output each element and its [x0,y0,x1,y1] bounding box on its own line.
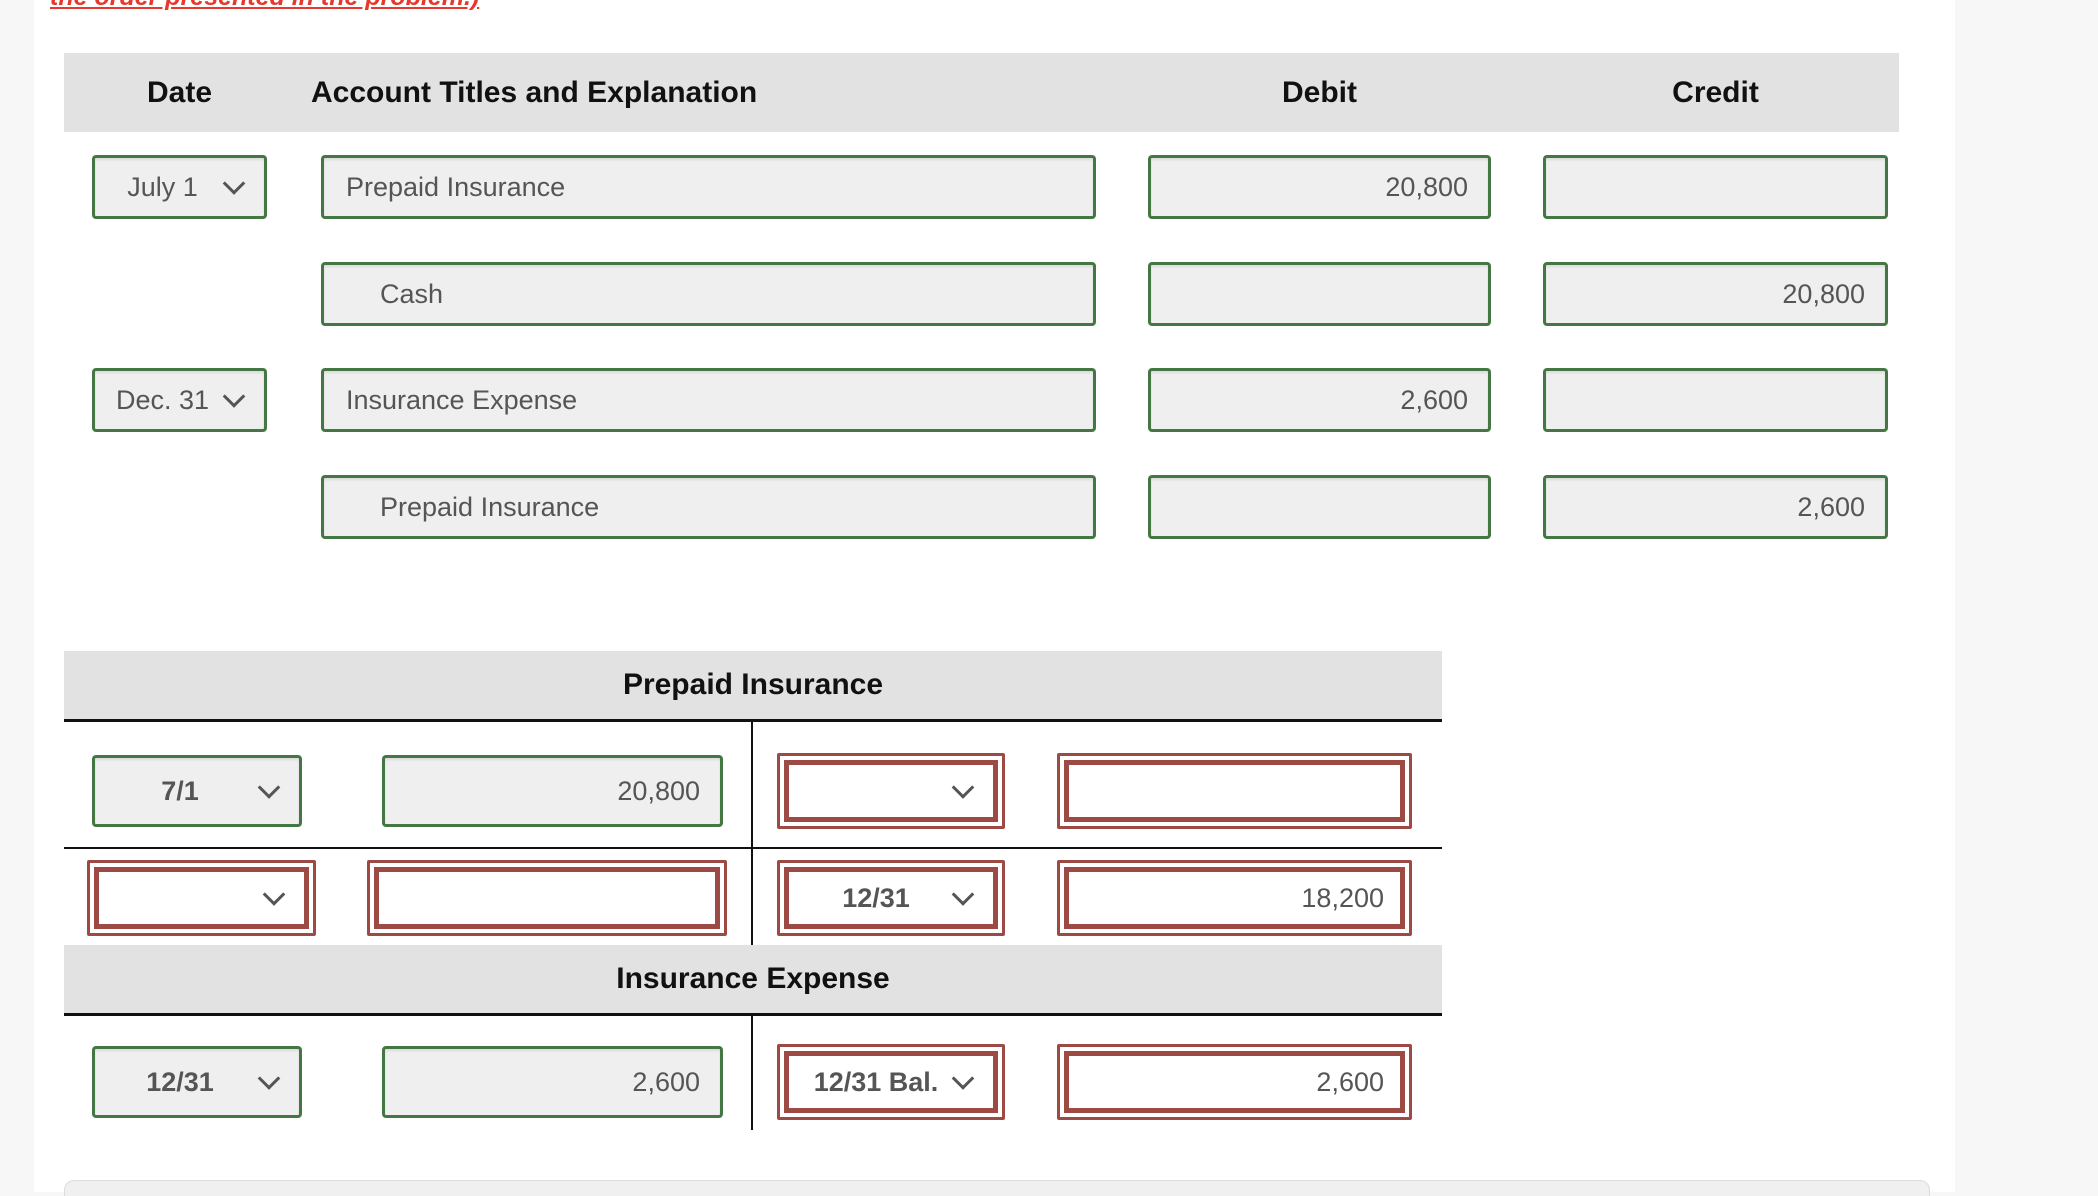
journal-row1-account-value: Prepaid Insurance [346,171,566,202]
t1-row1-left-date-value: 7/1 [161,775,199,806]
t-account-2-top-rule [64,1013,1442,1016]
t1-row2-right-amount-input[interactable]: 18,200 [1057,860,1412,936]
next-section-bar [64,1180,1930,1196]
t1-row2-right-date-value: 12/31 [842,882,910,913]
journal-row4-debit-input[interactable] [1148,475,1491,539]
journal-row2-account-input[interactable]: Cash [321,262,1096,326]
journal-row4-credit-value: 2,600 [1797,491,1865,522]
t2-row1-left-date-select[interactable]: 12/31 [92,1046,302,1118]
t2-row1-right-date-value: 12/31 Bal. [813,1066,939,1097]
journal-row1-date-select[interactable]: July 1 [92,155,267,219]
t1-row1-left-amount-value: 20,800 [617,775,700,806]
t1-row1-left-amount-input[interactable]: 20,800 [382,755,723,827]
instruction-note-clipped: the order presented in the problem.) [50,0,479,12]
chevron-down-icon [222,385,246,408]
t-account-1-title: Prepaid Insurance [64,651,1442,719]
journal-row2-credit-value: 20,800 [1782,278,1865,309]
t1-row2-right-date-select[interactable]: 12/31 [777,860,1005,936]
journal-row1-debit-input[interactable]: 20,800 [1148,155,1491,219]
t-account-2-title: Insurance Expense [64,945,1442,1013]
journal-row3-date-select[interactable]: Dec. 31 [92,368,267,432]
t2-row1-left-date-value: 12/31 [146,1066,214,1097]
journal-row4-account-value: Prepaid Insurance [380,491,600,522]
journal-row4-credit-input[interactable]: 2,600 [1543,475,1888,539]
journal-row3-date-value: Dec. 31 [115,384,210,415]
chevron-down-icon [222,172,246,195]
journal-row3-debit-value: 2,600 [1400,384,1468,415]
t-account-1-top-rule [64,719,1442,722]
journal-row2-credit-input[interactable]: 20,800 [1543,262,1888,326]
chevron-down-icon [257,776,281,799]
journal-row1-debit-value: 20,800 [1385,171,1468,202]
journal-row4-account-input[interactable]: Prepaid Insurance [321,475,1096,539]
journal-row1-credit-input[interactable] [1543,155,1888,219]
journal-row2-account-value: Cash [380,278,444,309]
t1-row1-left-date-select[interactable]: 7/1 [92,755,302,827]
journal-row3-account-value: Insurance Expense [346,384,578,415]
t1-row2-left-amount-input[interactable] [367,860,727,936]
chevron-down-icon [262,883,286,906]
journal-row2-debit-input[interactable] [1148,262,1491,326]
chevron-down-icon [951,883,975,906]
journal-header-debit: Debit [1282,76,1357,109]
journal-header-date: Date [146,76,213,109]
t1-row2-left-date-select[interactable] [87,860,316,936]
journal-header-account: Account Titles and Explanation [311,76,758,109]
t2-row1-right-amount-value: 2,600 [1316,1066,1384,1097]
journal-row3-account-input[interactable]: Insurance Expense [321,368,1096,432]
t2-row1-left-amount-value: 2,600 [632,1066,700,1097]
journal-header-bar: Date Account Titles and Explanation Debi… [64,53,1899,132]
journal-row1-date-value: July 1 [127,171,198,202]
journal-row3-credit-input[interactable] [1543,368,1888,432]
t2-row1-right-amount-input[interactable]: 2,600 [1057,1044,1412,1120]
chevron-down-icon [951,776,975,799]
chevron-down-icon [951,1067,975,1090]
t1-row1-right-amount-input[interactable] [1057,753,1412,829]
journal-row3-debit-input[interactable]: 2,600 [1148,368,1491,432]
t1-row1-right-date-select[interactable] [777,753,1005,829]
t1-row2-right-amount-value: 18,200 [1301,882,1384,913]
t2-row1-right-date-select[interactable]: 12/31 Bal. [777,1044,1005,1120]
t-account-1-center-rule [751,722,753,945]
journal-header-credit: Credit [1672,76,1759,109]
journal-row1-account-input[interactable]: Prepaid Insurance [321,155,1096,219]
t-account-1-row-divider [64,847,1442,849]
t-account-2-center-rule [751,1016,753,1130]
chevron-down-icon [257,1067,281,1090]
t2-row1-left-amount-input[interactable]: 2,600 [382,1046,723,1118]
